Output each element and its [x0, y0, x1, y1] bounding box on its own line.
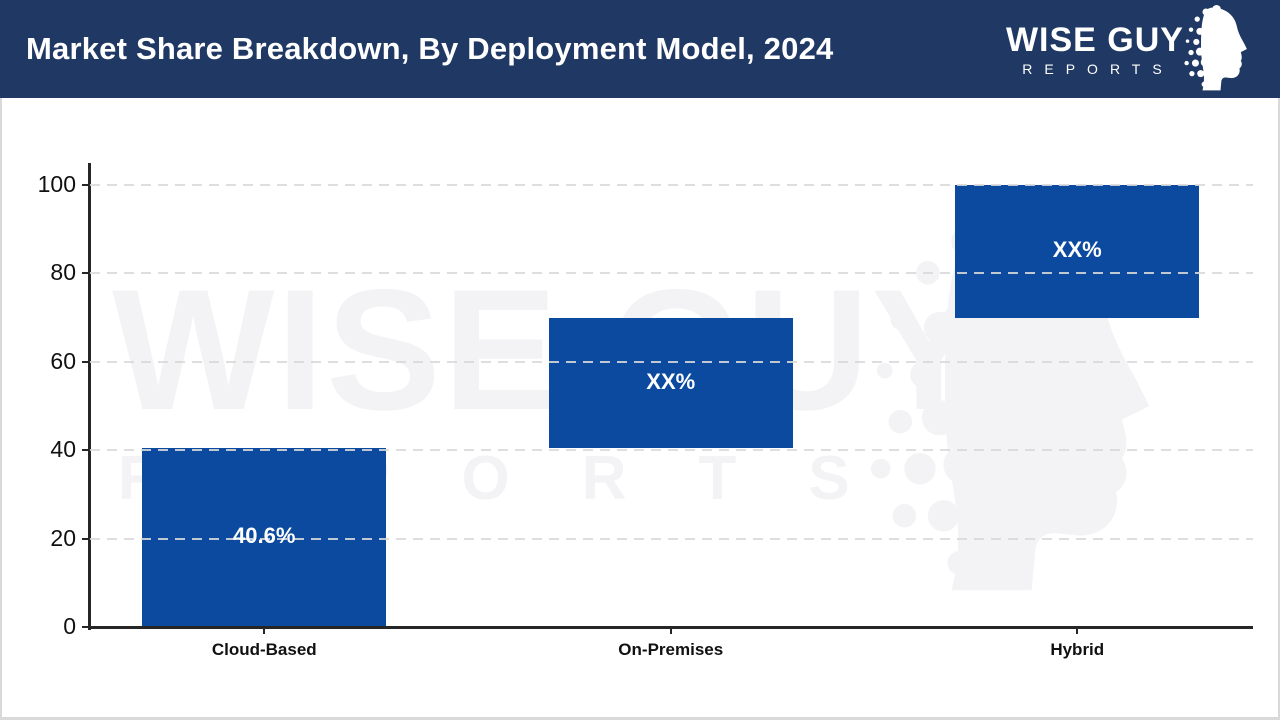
category-label-on-premises: On-Premises [618, 640, 724, 659]
logo-face-icon [1184, 5, 1247, 91]
gridline-40 [90, 449, 1253, 452]
y-axis [88, 163, 91, 630]
chart-title: Market Share Breakdown, By Deployment Mo… [26, 31, 834, 66]
y-tick-mark-20 [82, 537, 90, 540]
y-tick-mark-80 [82, 272, 90, 275]
logo-subtitle: REPORTS [1022, 60, 1174, 77]
y-tick-mark-60 [82, 360, 90, 363]
y-tick-mark-40 [82, 449, 90, 452]
y-tick-label-60: 60 [50, 347, 76, 374]
page-border-right [1278, 98, 1280, 720]
header: Market Share Breakdown, By Deployment Mo… [0, 0, 1280, 98]
bar-on-premises [548, 317, 793, 448]
wise-guy-logo: WISE GUY REPORTS [1006, 5, 1254, 93]
bar-value-label-on-premises: XX% [646, 368, 696, 394]
bar-hybrid [955, 185, 1200, 318]
y-tick-label-100: 100 [37, 171, 76, 197]
y-tick-label-40: 40 [50, 436, 76, 463]
y-tick-mark-100 [82, 184, 90, 186]
page-border-bottom [0, 717, 1280, 720]
x-tick-mark-cloud-based [263, 627, 266, 634]
x-tick-mark-on-premises [669, 627, 672, 634]
y-tick-label-20: 20 [50, 524, 76, 551]
gridline-100 [90, 184, 1253, 186]
gridline-80 [90, 272, 1253, 275]
category-label-cloud-based: Cloud-Based [211, 640, 317, 659]
gridline-20 [90, 537, 1253, 540]
y-tick-mark-0 [82, 626, 90, 628]
gridline-60 [90, 360, 1253, 363]
y-tick-label-0: 0 [63, 613, 76, 639]
bar-cloud-based [142, 447, 387, 627]
category-label-hybrid: Hybrid [1050, 640, 1105, 659]
y-tick-label-80: 80 [50, 259, 76, 286]
logo-text: WISE GUY REPORTS [1006, 23, 1184, 76]
bar-value-label-cloud-based: 40.6% [233, 523, 296, 549]
page-border-left [0, 98, 2, 720]
x-tick-mark-hybrid [1076, 627, 1079, 634]
bar-value-label-hybrid: XX% [1052, 237, 1102, 263]
logo-wordmark: WISE GUY [1005, 20, 1184, 59]
